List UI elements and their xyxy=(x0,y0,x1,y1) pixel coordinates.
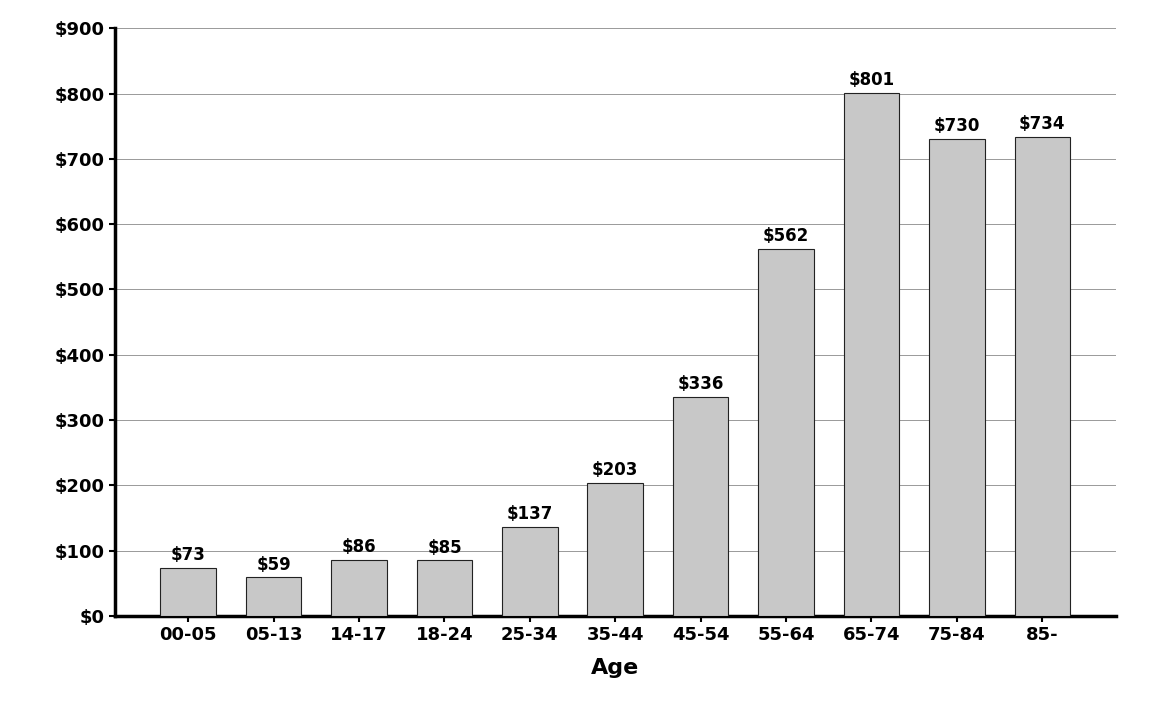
Bar xyxy=(929,139,984,616)
Bar xyxy=(416,561,473,616)
Text: $203: $203 xyxy=(592,462,638,479)
Bar xyxy=(331,560,386,616)
Text: $59: $59 xyxy=(256,556,291,573)
Bar xyxy=(844,93,899,616)
Text: $562: $562 xyxy=(762,227,810,245)
Text: $734: $734 xyxy=(1019,115,1066,133)
X-axis label: Age: Age xyxy=(591,658,639,678)
Bar xyxy=(246,578,301,616)
Text: $86: $86 xyxy=(342,538,376,556)
Text: $73: $73 xyxy=(171,547,206,564)
Bar xyxy=(503,527,558,616)
Bar xyxy=(161,569,216,616)
Text: $336: $336 xyxy=(677,375,723,393)
Text: $801: $801 xyxy=(849,71,895,89)
Text: $85: $85 xyxy=(427,539,462,556)
Bar xyxy=(673,396,728,616)
Text: $730: $730 xyxy=(934,118,980,135)
Text: $137: $137 xyxy=(507,505,553,523)
Bar xyxy=(758,249,814,616)
Bar xyxy=(1014,137,1070,616)
Bar xyxy=(588,484,643,616)
